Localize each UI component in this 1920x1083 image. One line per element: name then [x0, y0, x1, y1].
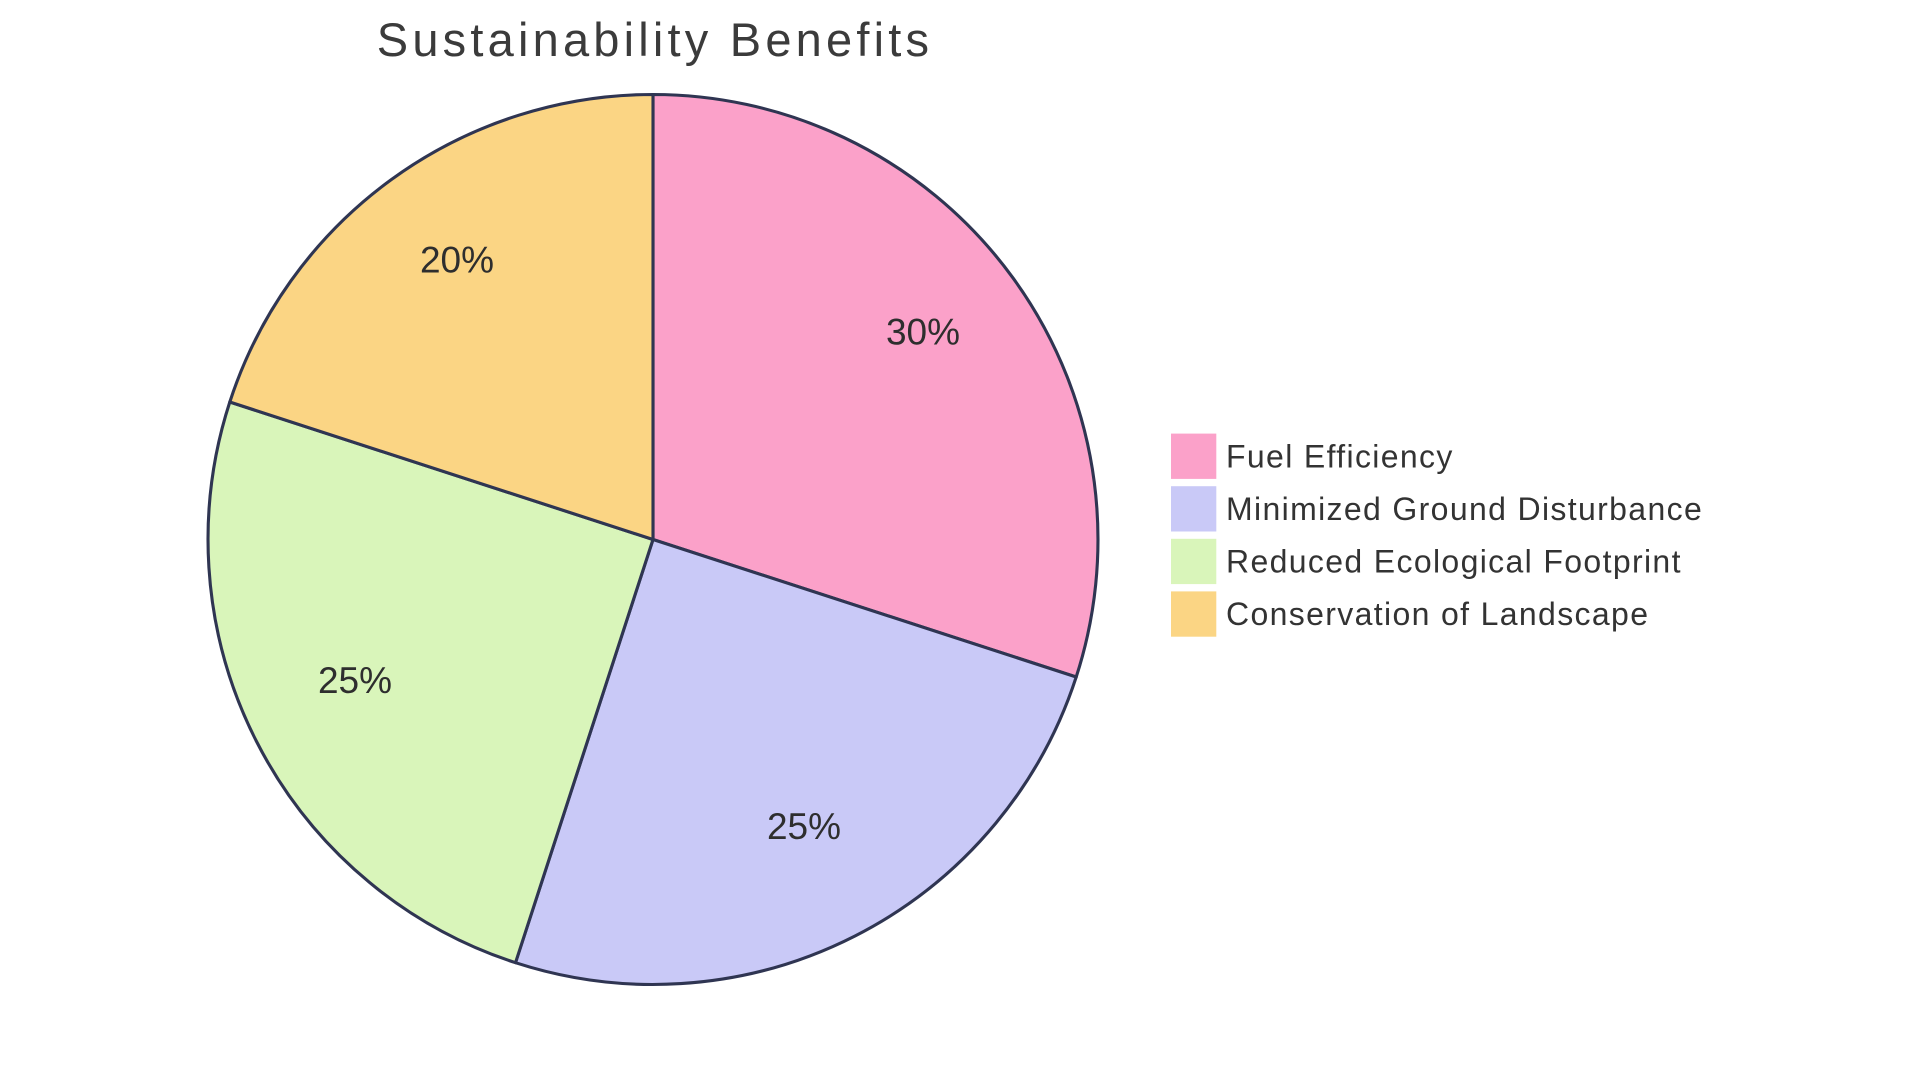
- svg-text:25%: 25%: [767, 806, 841, 847]
- svg-text:20%: 20%: [420, 240, 494, 281]
- svg-text:Minimized Ground Disturbance: Minimized Ground Disturbance: [1226, 491, 1703, 527]
- svg-text:Reduced Ecological Footprint: Reduced Ecological Footprint: [1226, 544, 1682, 580]
- svg-text:Fuel Efficiency: Fuel Efficiency: [1226, 438, 1454, 474]
- svg-text:25%: 25%: [318, 660, 392, 701]
- svg-text:Sustainability Benefits: Sustainability Benefits: [377, 13, 933, 66]
- svg-text:30%: 30%: [886, 312, 960, 353]
- svg-text:Conservation of Landscape: Conservation of Landscape: [1226, 596, 1649, 632]
